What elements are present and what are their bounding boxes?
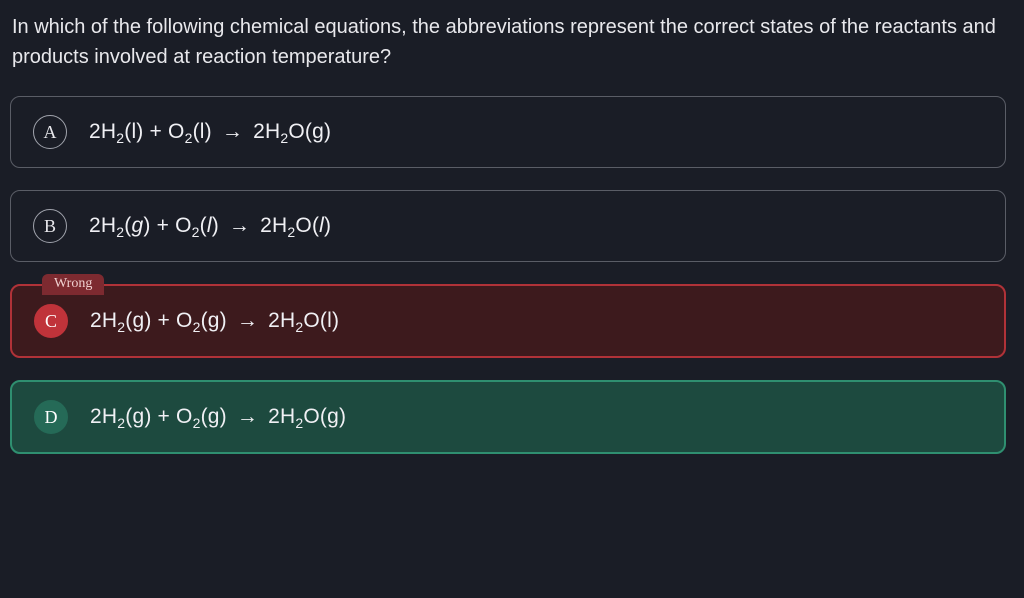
question-text: In which of the following chemical equat… — [10, 12, 1006, 72]
option-letter: B — [33, 209, 67, 243]
option-formula: 2H2(l) + O2(l) → 2H2O(g) — [89, 120, 331, 144]
option-formula: 2H2(g) + O2(l) → 2H2O(l) — [89, 214, 331, 238]
options-list: A 2H2(l) + O2(l) → 2H2O(g) B 2H2(g) + O2… — [10, 96, 1006, 454]
option-b[interactable]: B 2H2(g) + O2(l) → 2H2O(l) — [10, 190, 1006, 262]
option-formula: 2H2(g) + O2(g) → 2H2O(g) — [90, 405, 346, 429]
option-c[interactable]: Wrong C 2H2(g) + O2(g) → 2H2O(l) — [10, 284, 1006, 358]
option-d[interactable]: D 2H2(g) + O2(g) → 2H2O(g) — [10, 380, 1006, 454]
option-formula: 2H2(g) + O2(g) → 2H2O(l) — [90, 309, 339, 333]
wrong-tag: Wrong — [42, 274, 104, 295]
option-a[interactable]: A 2H2(l) + O2(l) → 2H2O(g) — [10, 96, 1006, 168]
option-letter: A — [33, 115, 67, 149]
option-letter: C — [34, 304, 68, 338]
option-letter: D — [34, 400, 68, 434]
